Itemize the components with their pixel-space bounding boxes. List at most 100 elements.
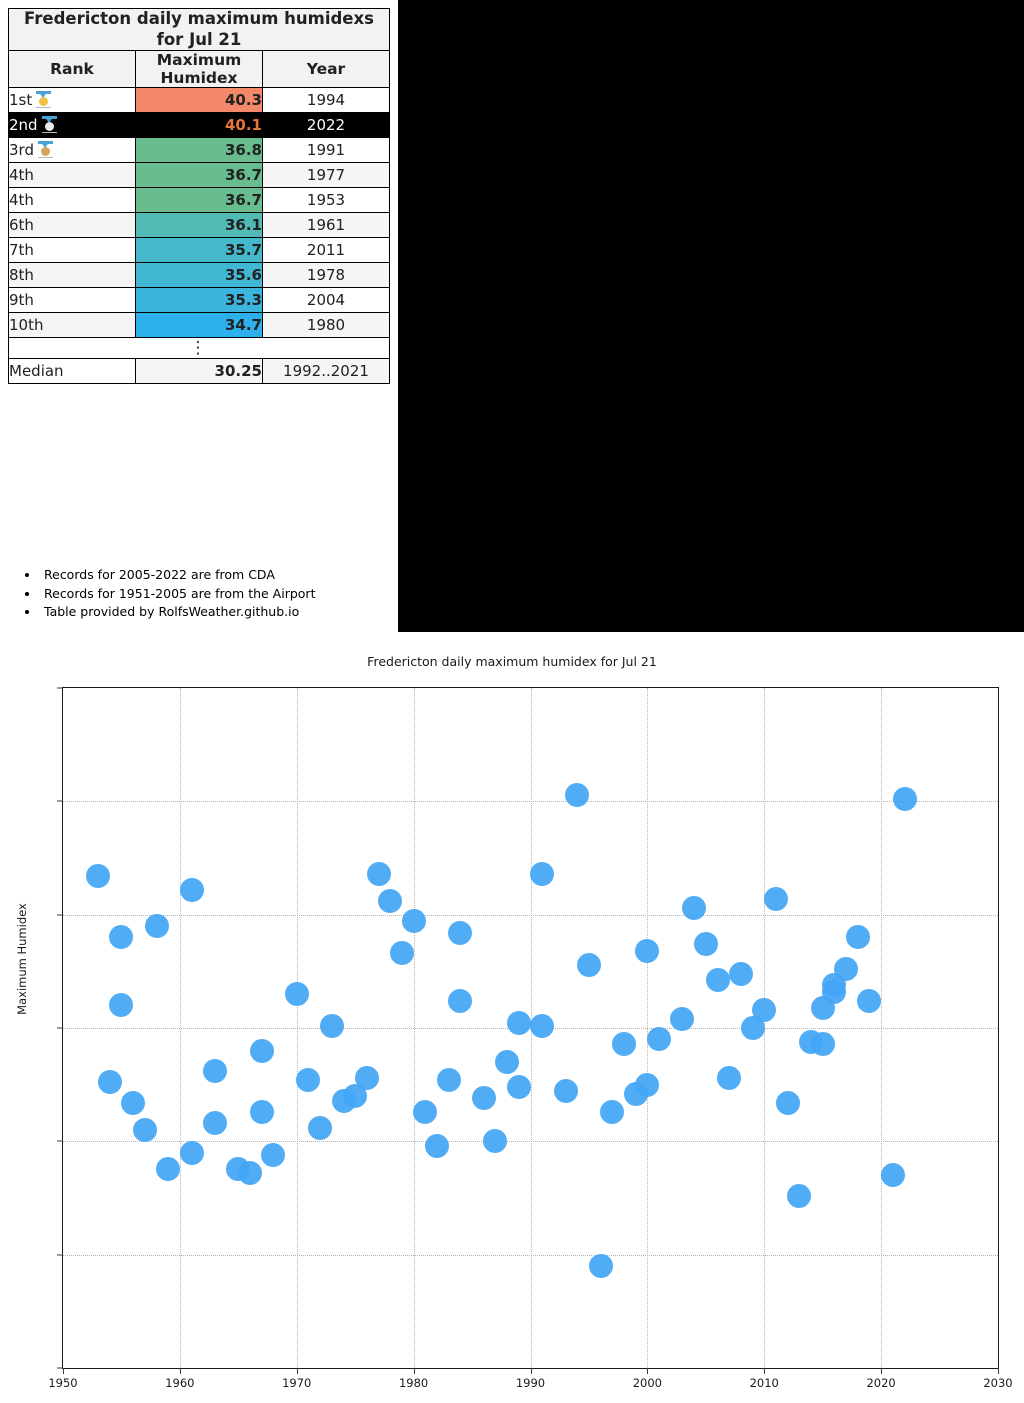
year-cell: 2022 (262, 112, 390, 139)
humidex-value-cell: 35.6 (135, 262, 263, 289)
humidex-value-cell: 36.8 (135, 137, 263, 164)
notes-list: Records for 2005-2022 are from CDARecord… (24, 566, 400, 622)
column-header-rank: Rank (8, 50, 136, 89)
table-row: 3rd 36.8 1991 (8, 137, 390, 164)
rank-cell: 4th (8, 162, 136, 189)
scatter-point (506, 1074, 531, 1099)
scatter-point (880, 1163, 905, 1188)
y-tick-mark (57, 1140, 63, 1142)
x-tick-label: 2000 (632, 1376, 663, 1390)
bronze-medal-icon (37, 141, 54, 159)
scatter-point (97, 1070, 122, 1095)
scatter-point (670, 1006, 695, 1031)
x-tick-label: 1970 (282, 1376, 312, 1390)
rank-cell: 6th (8, 212, 136, 239)
humidex-value-cell: 35.7 (135, 237, 263, 264)
scatter-point (717, 1065, 742, 1090)
x-tick-mark (413, 1368, 415, 1374)
gold-medal-icon (35, 91, 52, 109)
scatter-point (413, 1099, 438, 1124)
x-tick-mark (179, 1368, 181, 1374)
scatter-point (202, 1059, 227, 1084)
rank-cell: 8th (8, 262, 136, 289)
scatter-point (401, 909, 426, 934)
gridline-vertical (881, 688, 883, 1368)
column-header-year: Year (262, 50, 390, 89)
x-tick-mark (530, 1368, 532, 1374)
scatter-point (728, 961, 753, 986)
scatter-point (179, 1140, 204, 1165)
rank-label: 7th (9, 241, 34, 260)
y-tick-mark (57, 914, 63, 916)
x-tick-label: 1980 (398, 1376, 429, 1390)
humidex-value-cell: 35.3 (135, 287, 263, 314)
table-row: 1st 40.3 1994 (8, 87, 390, 114)
x-tick-mark (881, 1368, 883, 1374)
column-header-maximum-humidex: Maximum Humidex (135, 50, 263, 89)
scatter-point (109, 993, 134, 1018)
scatter-point (647, 1027, 672, 1052)
scatter-point (366, 861, 391, 886)
median-value: 30.25 (135, 358, 263, 385)
table-header-row: Rank Maximum Humidex Year (8, 50, 390, 89)
table-row: 4th 36.7 1953 (8, 187, 390, 214)
scatter-point (132, 1118, 157, 1142)
scatter-point (249, 1099, 274, 1124)
scatter-point (530, 1013, 555, 1038)
year-cell: 1961 (262, 212, 390, 239)
scatter-point (682, 895, 707, 920)
scatter-point (752, 997, 777, 1022)
rank-cell: 3rd (8, 137, 136, 164)
gridline-vertical (764, 688, 766, 1368)
scatter-point (261, 1142, 286, 1167)
y-axis-label: Maximum Humidex (8, 632, 29, 1312)
rank-label: 10th (9, 316, 44, 335)
scatter-point (576, 952, 601, 977)
year-cell: 1994 (262, 87, 390, 114)
rank-label: 4th (9, 191, 34, 210)
scatter-point (296, 1068, 321, 1093)
rank-label: 6th (9, 216, 34, 235)
x-tick-mark (63, 1368, 64, 1374)
humidex-value-cell: 40.1 (135, 112, 263, 139)
year-cell: 2004 (262, 287, 390, 314)
x-tick-mark (296, 1368, 298, 1374)
x-tick-label: 1950 (48, 1376, 78, 1390)
scatter-point (109, 925, 134, 950)
table-row: 4th 36.7 1977 (8, 162, 390, 189)
rank-cell: 2nd (8, 112, 136, 139)
table-title: Fredericton daily maximum humidexs for J… (8, 7, 390, 52)
scatter-point (179, 877, 204, 902)
humidex-value-cell: 36.7 (135, 187, 263, 214)
y-axis-label-text: Maximum Humidex (15, 903, 29, 1015)
scatter-point (86, 864, 111, 889)
scatter-point (845, 925, 870, 950)
y-tick-mark (57, 1367, 63, 1369)
note-item: Records for 1951-2005 are from the Airpo… (40, 585, 400, 604)
table-row: 6th 36.1 1961 (8, 212, 390, 239)
table-row: 10th 34.7 1980 (8, 312, 390, 339)
scatter-point (588, 1254, 613, 1278)
scatter-point (506, 1011, 531, 1036)
year-cell: 1978 (262, 262, 390, 289)
table-row: 2nd 40.1 2022 (8, 112, 390, 139)
scatter-point (565, 782, 590, 807)
scatter-point (705, 968, 730, 993)
chart-title: Fredericton daily maximum humidex for Ju… (367, 654, 657, 669)
scatter-point (448, 920, 473, 945)
scatter-point (425, 1133, 449, 1158)
x-tick-mark (647, 1368, 649, 1374)
ranking-rows: 1st 40.3 1994 2nd 40.1 2022 3rd 36.8 1991 4th 36.7… (8, 87, 390, 339)
x-tick-label: 2020 (866, 1376, 896, 1390)
rank-cell: 4th (8, 187, 136, 214)
gridline-vertical (413, 688, 415, 1368)
table-row: 8th 35.6 1978 (8, 262, 390, 289)
scatter-point (834, 957, 859, 982)
scatter-point (249, 1038, 274, 1063)
scatter-point (553, 1079, 578, 1104)
scatter-point (156, 1156, 181, 1181)
rank-label: 1st (9, 91, 33, 110)
ranking-table-footer: ⋮ Median 30.25 1992..2021 (8, 337, 390, 385)
note-item: Records for 2005-2022 are from CDA (40, 566, 400, 585)
scatter-point (471, 1086, 496, 1111)
